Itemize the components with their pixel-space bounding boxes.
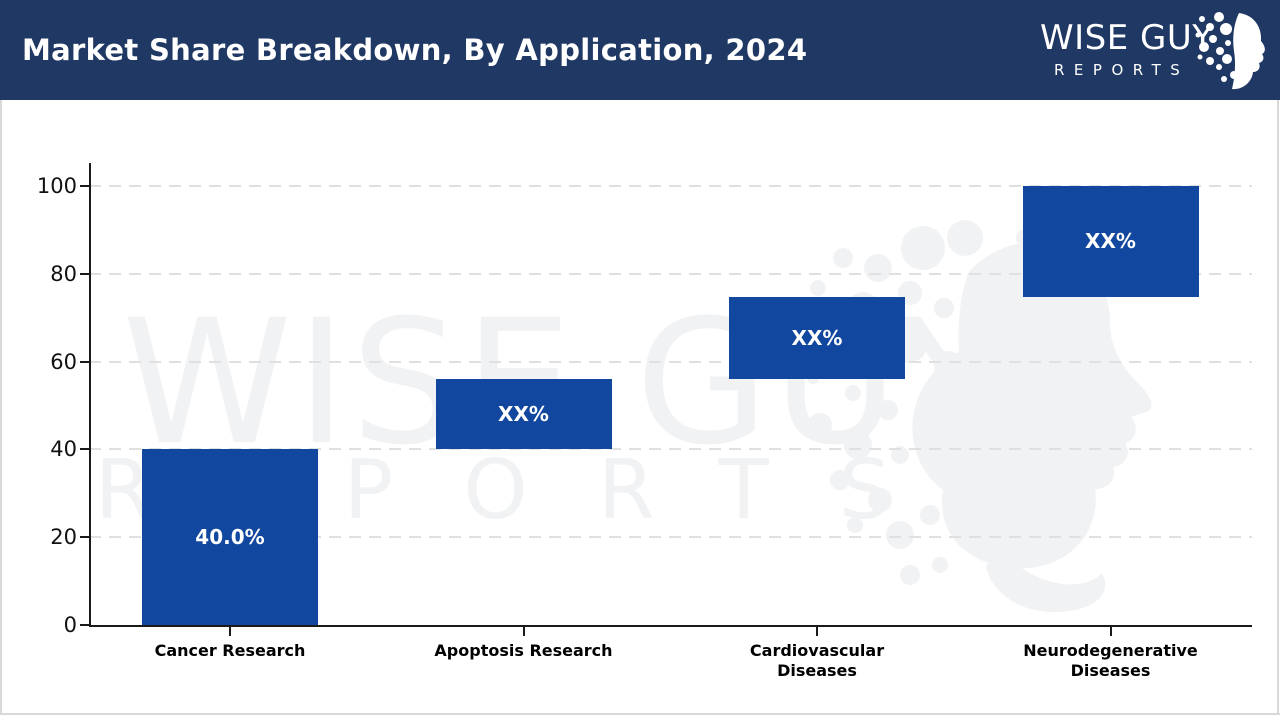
x-label-apoptosis-research: Apoptosis Research [434, 641, 613, 660]
gridline-60 [89, 360, 1252, 363]
y-tick-mark-20 [80, 536, 89, 539]
bar-cardiovascular-diseases: XX% [729, 296, 905, 380]
bar-value-label: XX% [791, 325, 843, 350]
y-tick-label-100: 100 [36, 174, 77, 198]
bar-value-label: XX% [498, 402, 549, 427]
frame-bottom-border [0, 713, 1280, 715]
bar-neurodegenerative-diseases: XX% [1022, 186, 1199, 297]
x-tick-mark-apoptosis-research [522, 627, 525, 636]
y-tick-label-0: 0 [63, 613, 77, 637]
gridline-80 [89, 272, 1252, 275]
x-label-cancer-research: Cancer Research [154, 641, 306, 660]
watermark-head-graphic [807, 220, 1152, 613]
header-bar: Market Share Breakdown, By Application, … [0, 0, 1280, 100]
y-tick-label-40: 40 [50, 437, 77, 462]
y-tick-label-80: 80 [50, 261, 77, 286]
x-axis-line [89, 625, 1252, 627]
y-tick-mark-60 [80, 360, 89, 363]
logo-wordmark: WISE GUY [1040, 18, 1214, 58]
bar-apoptosis-research: XX% [435, 379, 612, 450]
dotted-head-icon [1195, 12, 1265, 90]
y-tick-label-60: 60 [50, 349, 77, 374]
x-tick-mark-neurodegenerative-diseases [1109, 627, 1112, 636]
bar-value-label: XX% [1085, 229, 1136, 254]
x-label-cardiovascular-diseases: Cardiovascular Diseases [749, 641, 885, 680]
y-tick-mark-100 [80, 185, 89, 187]
logo-subtext: REPORTS [1054, 61, 1189, 79]
y-axis-line [89, 163, 91, 627]
gridline-20 [89, 536, 1252, 539]
y-tick-mark-40 [80, 448, 89, 451]
frame-left-border [0, 100, 2, 714]
gridline-100 [89, 185, 1252, 187]
page-title: Market Share Breakdown, By Application, … [22, 33, 808, 67]
bar-value-label: 40.0% [195, 525, 265, 550]
y-tick-label-20: 20 [50, 525, 77, 550]
gridline-40 [89, 448, 1252, 451]
y-tick-mark-0 [80, 624, 89, 626]
wise-guy-reports-logo: WISE GUY REPORTS [1040, 12, 1265, 90]
x-tick-mark-cancer-research [229, 627, 231, 636]
x-tick-mark-cardiovascular-diseases [816, 627, 818, 636]
frame-right-border [1277, 100, 1279, 714]
y-tick-mark-80 [80, 272, 89, 275]
bar-cancer-research: 40.0% [142, 449, 318, 625]
x-label-neurodegenerative-diseases: Neurodegenerative Diseases [1023, 641, 1198, 680]
